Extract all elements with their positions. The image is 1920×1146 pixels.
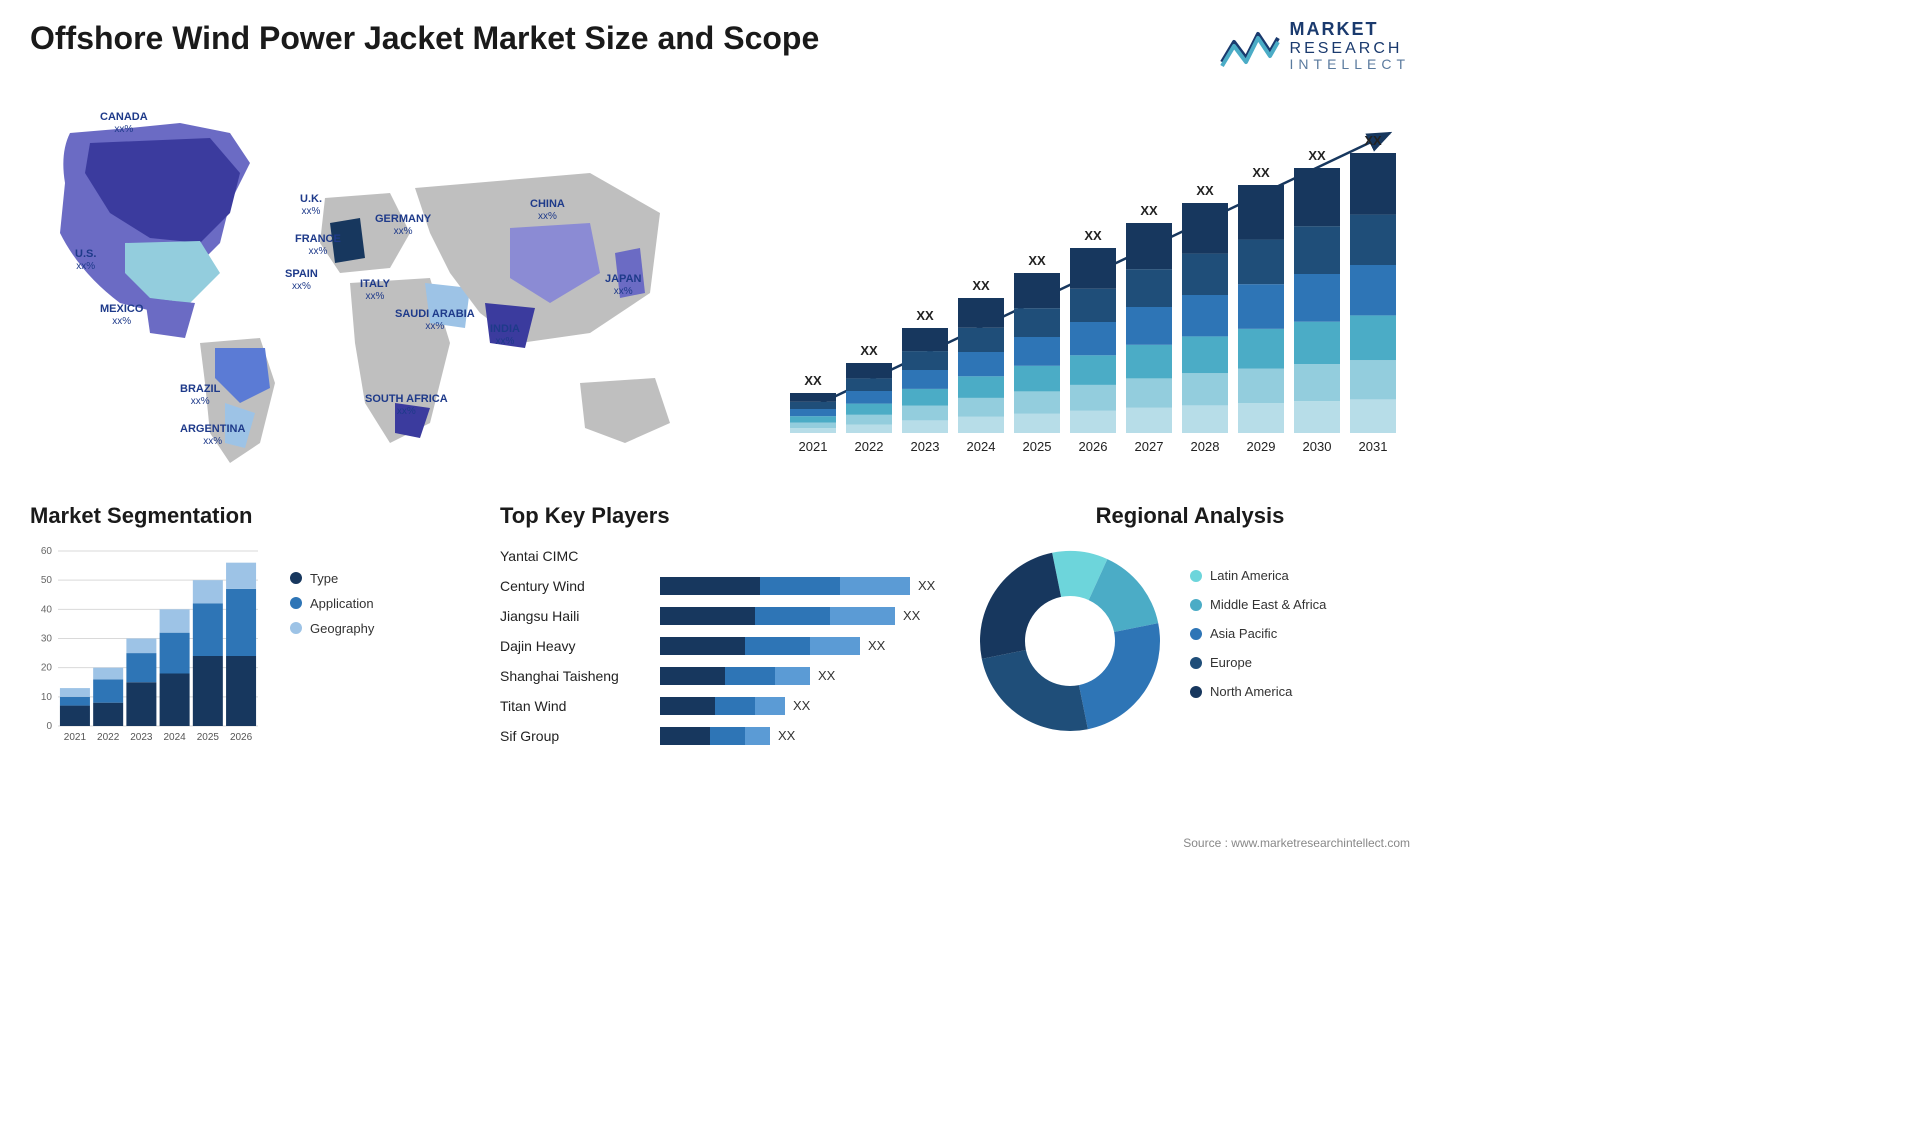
legend-item: Europe (1190, 655, 1326, 670)
svg-text:2021: 2021 (64, 732, 87, 743)
svg-text:2025: 2025 (197, 732, 220, 743)
svg-text:2031: 2031 (1359, 439, 1388, 454)
svg-text:2023: 2023 (911, 439, 940, 454)
map-label: CHINAxx% (530, 198, 565, 223)
map-label: FRANCExx% (295, 233, 341, 258)
regional-panel: Regional Analysis Latin America Middle Ea… (970, 503, 1410, 751)
brand-logo: MARKET RESEARCH INTELLECT (1220, 20, 1410, 73)
player-bar-row: XX (660, 721, 940, 751)
map-label: ITALYxx% (360, 278, 390, 303)
player-name: Sif Group (500, 721, 650, 751)
player-bar-list: XXXXXXXXXXXX (660, 541, 940, 751)
svg-text:XX: XX (916, 308, 934, 323)
legend-item: Application (290, 596, 374, 611)
player-bar-row: XX (660, 661, 940, 691)
map-label: U.K.xx% (300, 193, 322, 218)
player-name: Yantai CIMC (500, 541, 650, 571)
player-name: Shanghai Taisheng (500, 661, 650, 691)
map-label: U.S.xx% (75, 248, 96, 273)
svg-text:XX: XX (1252, 165, 1270, 180)
map-label: CANADAxx% (100, 111, 148, 136)
source-attribution: Source : www.marketresearchintellect.com (1183, 836, 1410, 850)
player-bar-row: XX (660, 691, 940, 721)
svg-text:2027: 2027 (1135, 439, 1164, 454)
segmentation-title: Market Segmentation (30, 503, 470, 529)
svg-text:2022: 2022 (855, 439, 884, 454)
player-name: Titan Wind (500, 691, 650, 721)
logo-text-2: RESEARCH (1290, 40, 1410, 58)
svg-text:2024: 2024 (967, 439, 996, 454)
map-label: INDIAxx% (490, 323, 520, 348)
svg-text:2024: 2024 (163, 732, 186, 743)
player-bar-row: XX (660, 631, 940, 661)
svg-text:50: 50 (41, 575, 53, 586)
svg-text:60: 60 (41, 546, 53, 557)
player-bar-row (660, 541, 940, 571)
player-name: Dajin Heavy (500, 631, 650, 661)
svg-text:XX: XX (804, 373, 822, 388)
map-label: GERMANYxx% (375, 213, 431, 238)
logo-text-1: MARKET (1290, 20, 1410, 40)
map-label: SOUTH AFRICAxx% (365, 393, 448, 418)
player-name: Century Wind (500, 571, 650, 601)
svg-text:XX: XX (972, 278, 990, 293)
svg-text:0: 0 (46, 721, 52, 732)
svg-text:XX: XX (1364, 133, 1382, 148)
svg-text:2026: 2026 (230, 732, 253, 743)
logo-icon (1220, 24, 1280, 68)
segmentation-panel: Market Segmentation 0 10 20 30 40 50 60 2021 202… (30, 503, 470, 751)
svg-text:2022: 2022 (97, 732, 120, 743)
legend-item: Asia Pacific (1190, 626, 1326, 641)
svg-text:XX: XX (1084, 228, 1102, 243)
svg-text:2025: 2025 (1023, 439, 1052, 454)
svg-text:30: 30 (41, 633, 53, 644)
svg-text:2023: 2023 (130, 732, 153, 743)
player-bar-row: XX (660, 601, 940, 631)
map-label: SPAINxx% (285, 268, 318, 293)
svg-text:XX: XX (860, 343, 878, 358)
legend-item: Type (290, 571, 374, 586)
legend-item: Geography (290, 621, 374, 636)
player-name: Jiangsu Haili (500, 601, 650, 631)
growth-bar-chart: XX 2021 XX 2022 XX 2023 XX 2024 XX 2025 XX 2026 XX 20… (770, 93, 1410, 478)
svg-text:2021: 2021 (799, 439, 828, 454)
key-players-panel: Top Key Players Yantai CIMCCentury WindJ… (500, 503, 940, 751)
legend-item: North America (1190, 684, 1326, 699)
svg-text:2029: 2029 (1247, 439, 1276, 454)
svg-text:XX: XX (1196, 183, 1214, 198)
svg-text:XX: XX (1308, 148, 1326, 163)
map-label: MEXICOxx% (100, 303, 143, 328)
segmentation-legend: Type Application Geography (290, 541, 374, 646)
legend-item: Latin America (1190, 568, 1326, 583)
logo-text-3: INTELLECT (1290, 57, 1410, 72)
page-title: Offshore Wind Power Jacket Market Size a… (30, 20, 819, 57)
svg-text:2028: 2028 (1191, 439, 1220, 454)
svg-text:XX: XX (1140, 203, 1158, 218)
world-map: CANADAxx% U.S.xx% MEXICOxx% BRAZILxx% ARGENT… (30, 93, 740, 473)
svg-text:20: 20 (41, 662, 53, 673)
svg-text:10: 10 (41, 692, 53, 703)
map-label: SAUDI ARABIAxx% (395, 308, 475, 333)
regional-legend: Latin America Middle East & Africa Asia Pa… (1190, 568, 1326, 713)
svg-text:2030: 2030 (1303, 439, 1332, 454)
svg-text:XX: XX (1028, 253, 1046, 268)
player-name-list: Yantai CIMCCentury WindJiangsu HailiDaji… (500, 541, 650, 751)
regional-title: Regional Analysis (970, 503, 1410, 529)
regional-donut-chart (970, 541, 1170, 741)
legend-item: Middle East & Africa (1190, 597, 1326, 612)
map-label: BRAZILxx% (180, 383, 220, 408)
svg-text:40: 40 (41, 604, 53, 615)
map-label: ARGENTINAxx% (180, 423, 245, 448)
map-label: JAPANxx% (605, 273, 641, 298)
key-players-title: Top Key Players (500, 503, 940, 529)
player-bar-row: XX (660, 571, 940, 601)
svg-text:2026: 2026 (1079, 439, 1108, 454)
segmentation-chart: 0 10 20 30 40 50 60 2021 2022 2023 2024 2025 2026 (30, 541, 270, 751)
